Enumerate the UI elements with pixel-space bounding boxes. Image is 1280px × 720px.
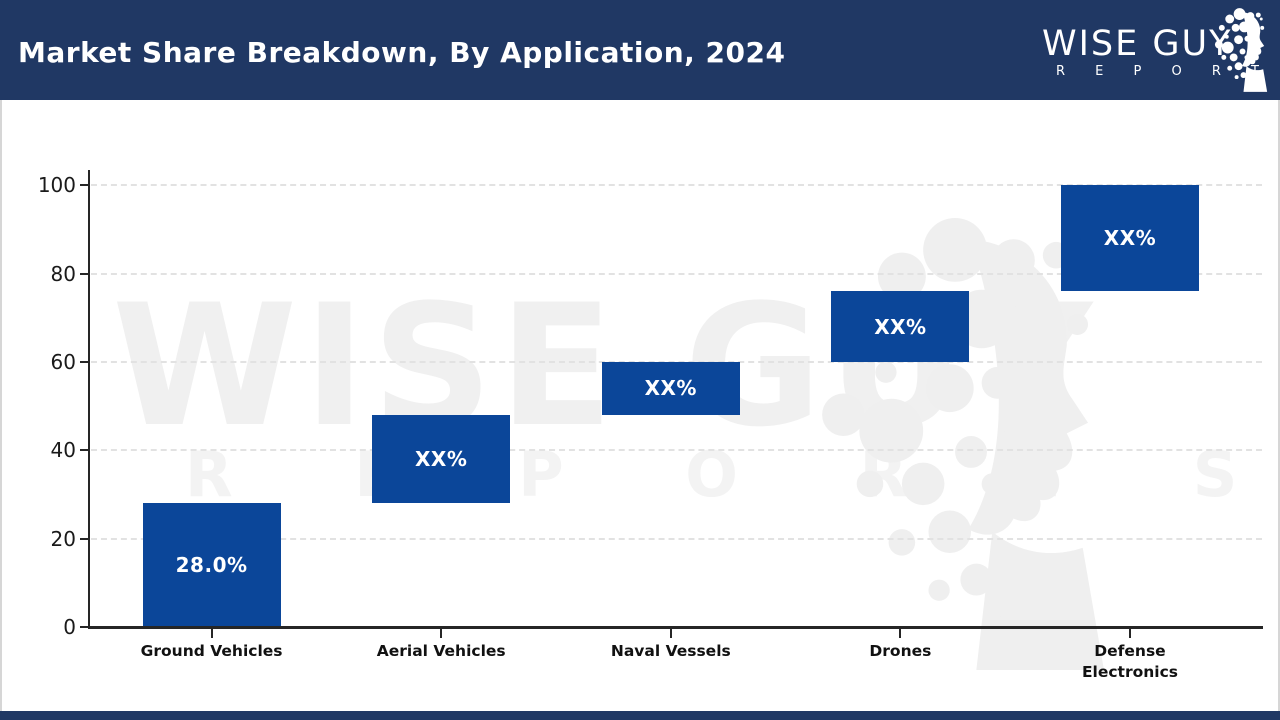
- gridline-100: [91, 184, 1262, 187]
- gridline-20: [91, 537, 1262, 540]
- x-tick-mark: [899, 629, 902, 638]
- watermark-head-icon: [822, 218, 1104, 670]
- y-tick-label: 60: [50, 349, 76, 374]
- y-axis-line: [88, 170, 90, 628]
- bar-value-label: XX%: [1103, 226, 1157, 251]
- y-tick-label: 100: [37, 173, 76, 198]
- x-tick-label-naval-vessels: Naval Vessels: [610, 642, 731, 660]
- gridline-40: [91, 449, 1262, 452]
- logo-wordmark: WISE GUY: [1042, 24, 1233, 64]
- bar-value-label: XX%: [874, 314, 927, 339]
- x-tick-mark: [440, 629, 443, 638]
- y-tick-mark: [80, 626, 88, 628]
- x-tick-label-aerial-vehicles: Aerial Vehicles: [376, 642, 506, 660]
- bar-value-label: XX%: [644, 376, 697, 401]
- y-tick-mark: [80, 360, 88, 363]
- x-tick-label-ground-vehicles: Ground Vehicles: [140, 642, 283, 660]
- bar-defense-electronics: XX%: [1061, 185, 1199, 292]
- x-tick-mark: [210, 629, 213, 638]
- y-tick-label: 40: [50, 438, 76, 463]
- bar-value-label: XX%: [414, 447, 468, 472]
- bar-ground-vehicles: 28.0%: [142, 503, 281, 627]
- bar-naval-vessels: XX%: [601, 361, 740, 415]
- y-tick-label: 0: [63, 615, 76, 639]
- chart-title: Market Share Breakdown, By Application, …: [18, 36, 786, 69]
- header-band: Market Share Breakdown, By Application, …: [0, 0, 1280, 100]
- x-tick-mark: [669, 629, 672, 638]
- y-tick-label: 80: [50, 261, 76, 286]
- y-tick-mark: [80, 449, 88, 452]
- y-tick-label: 20: [50, 526, 76, 551]
- y-tick-mark: [80, 184, 88, 187]
- y-tick-mark: [80, 272, 88, 275]
- logo-head-icon: [1214, 8, 1268, 92]
- x-axis-line: [88, 626, 1263, 629]
- bar-drones: XX%: [831, 291, 970, 362]
- footer-band: [0, 711, 1280, 720]
- logo-subtitle: R E P O R T S: [1056, 64, 1280, 79]
- bar-aerial-vehicles: XX%: [372, 414, 511, 504]
- x-tick-mark: [1129, 629, 1131, 638]
- x-tick-label-drones: Drones: [869, 642, 932, 660]
- y-tick-mark: [80, 537, 88, 540]
- bar-value-label: 28.0%: [175, 553, 248, 578]
- x-tick-label-defense-electronics: Defense Electronics: [1081, 642, 1179, 681]
- gridline-80: [91, 272, 1262, 275]
- wise-guy-logo: WISE GUY R E P O R T S: [1012, 6, 1280, 96]
